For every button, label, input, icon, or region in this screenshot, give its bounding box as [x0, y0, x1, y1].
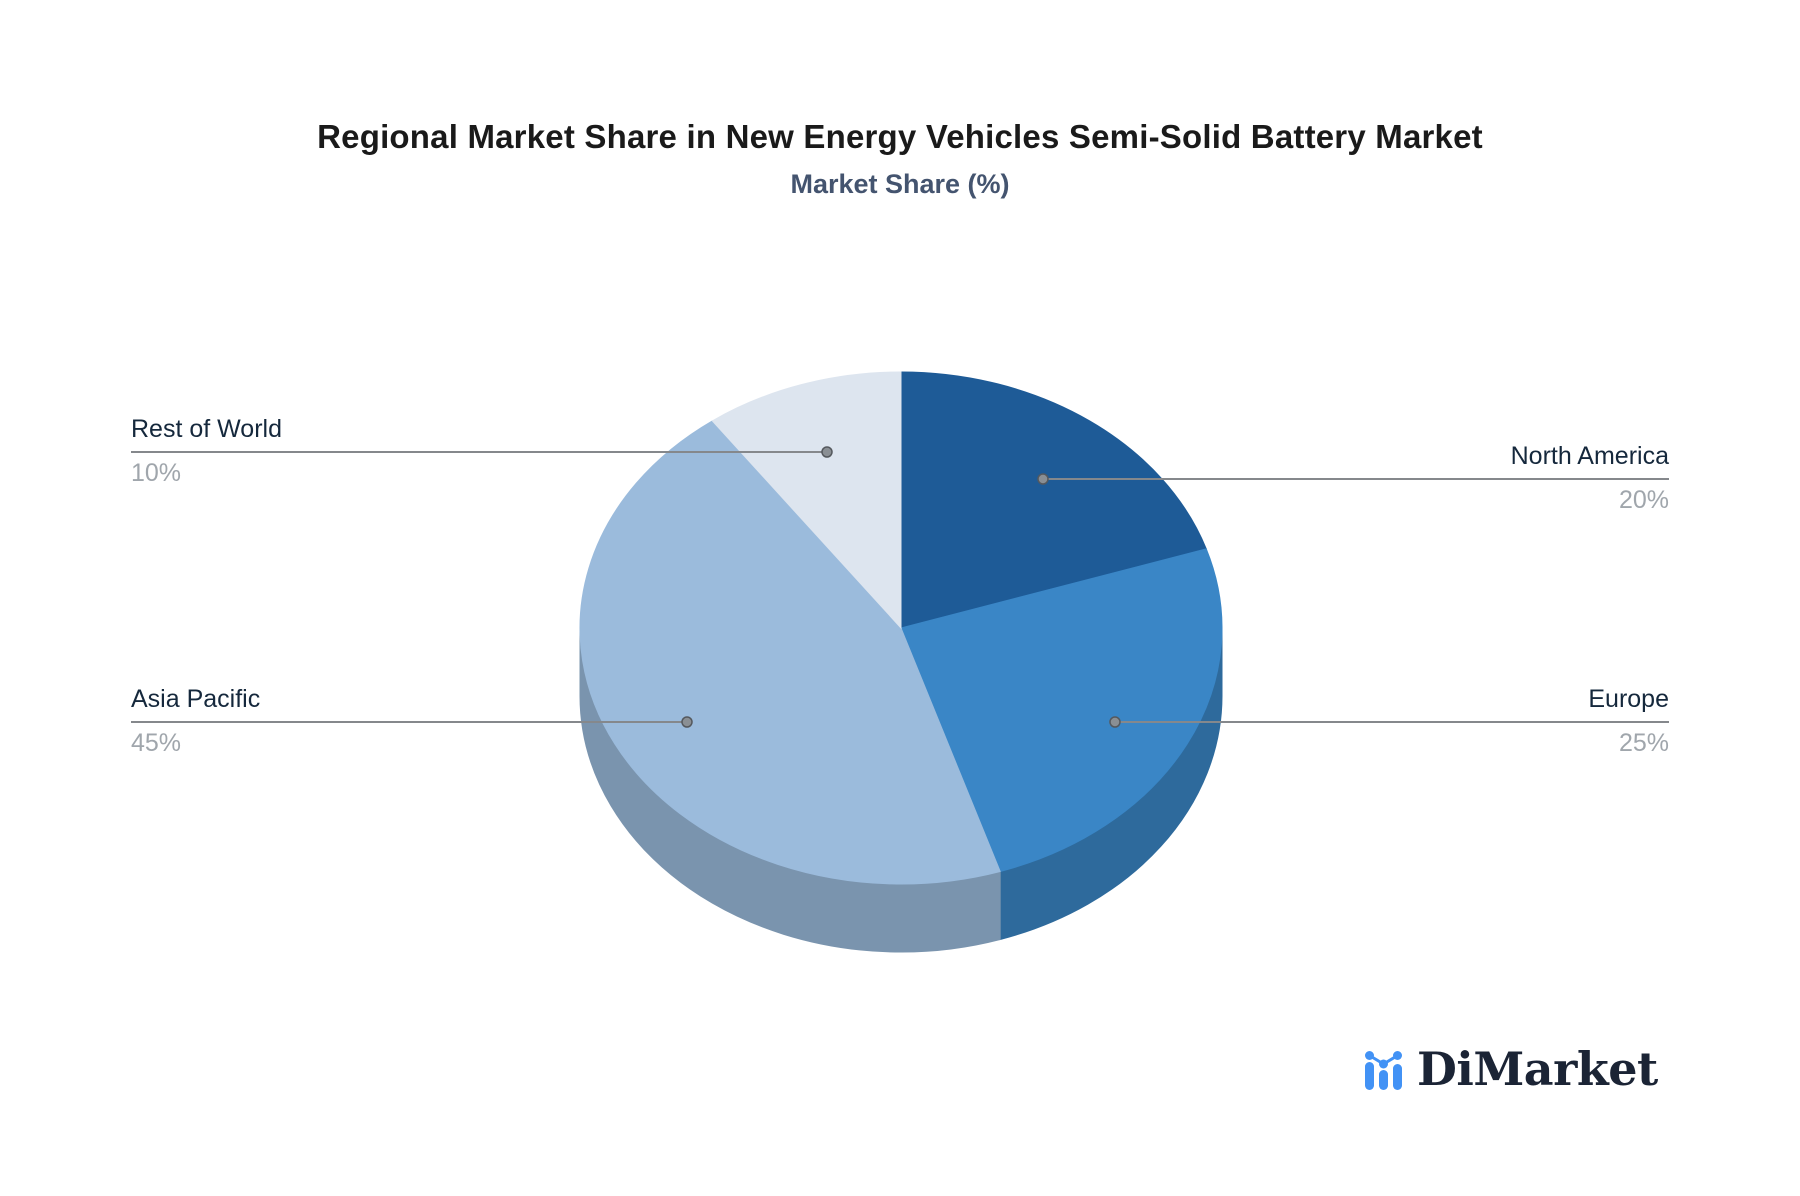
leader-dot-asia-pacific — [681, 716, 693, 728]
value-asia-pacific: 45% — [131, 729, 182, 757]
leader-dot-rest-of-world — [821, 446, 833, 458]
bar-chart-logo-icon — [1365, 1051, 1402, 1090]
pie-slice-europe[interactable] — [900, 548, 1223, 873]
pie-slice-north-america[interactable] — [900, 371, 1207, 629]
label-rest-of-world: Rest of World — [131, 415, 282, 443]
label-europe: Europe — [1588, 685, 1669, 713]
chart-title: Regional Market Share in New Energy Vehi… — [317, 118, 1483, 155]
label-asia-pacific: Asia Pacific — [131, 685, 261, 713]
brand-logo-text: DiMarket — [1417, 1042, 1658, 1096]
label-north-america: North America — [1510, 442, 1669, 470]
value-north-america: 20% — [1618, 486, 1669, 514]
chart-subtitle: Market Share (%) — [790, 169, 1010, 199]
pie-slice-rest-of-world[interactable] — [711, 371, 902, 630]
leader-dot-europe — [1109, 716, 1121, 728]
brand-logo: DiMarket — [1363, 1042, 1658, 1096]
pie-slice-asia-pacific[interactable] — [579, 420, 1001, 885]
value-europe: 25% — [1618, 729, 1669, 757]
leader-dot-north-america — [1037, 473, 1049, 485]
value-rest-of-world: 10% — [131, 459, 182, 487]
